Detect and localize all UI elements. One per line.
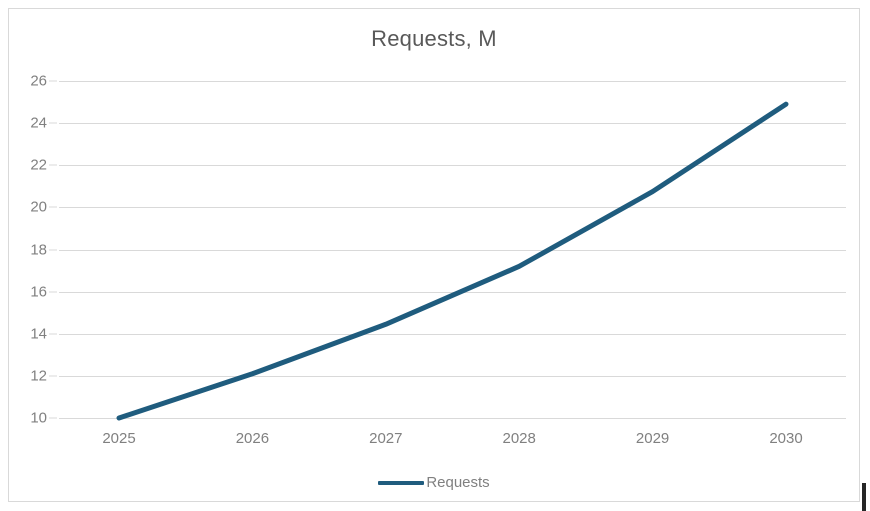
y-axis-tick-mark bbox=[49, 291, 57, 293]
y-axis-tick-label: 26 bbox=[30, 72, 47, 90]
series-polyline bbox=[116, 101, 789, 421]
x-axis-tick-label: 2030 bbox=[769, 430, 803, 447]
y-axis-tick-mark bbox=[49, 333, 57, 335]
y-axis-tick-label: 10 bbox=[30, 409, 47, 427]
chart-title: Requests, M bbox=[371, 26, 497, 51]
plot-area: 10 12 14 16 18 20 22 24 26 2025 2026 2027 2028 2029 2… bbox=[30, 73, 846, 447]
x-axis-tick-label: 2028 bbox=[502, 430, 536, 447]
y-axis-tick-mark bbox=[49, 249, 57, 250]
gridline bbox=[59, 375, 846, 377]
gridline bbox=[59, 207, 846, 209]
right-edge-strip bbox=[866, 0, 870, 511]
legend-line-swatch-icon bbox=[378, 480, 425, 485]
series-line-requests bbox=[116, 101, 789, 421]
gridline bbox=[59, 165, 846, 167]
x-axis-tick-label: 2025 bbox=[102, 430, 136, 447]
y-axis-tick-label: 24 bbox=[30, 114, 47, 132]
gridline bbox=[59, 81, 846, 82]
y-axis-tick-label: 20 bbox=[30, 198, 47, 216]
gridline bbox=[59, 123, 846, 125]
chart-frame: Requests, M 10 12 14 16 18 20 22 24 26 2025 2026 2… bbox=[8, 8, 860, 502]
y-axis-tick-label: 22 bbox=[30, 156, 47, 174]
chart-legend: Requests bbox=[9, 474, 859, 491]
legend-label: Requests bbox=[426, 474, 490, 491]
gridline bbox=[59, 291, 846, 293]
gridline bbox=[59, 249, 846, 251]
y-axis-tick-label: 18 bbox=[30, 241, 47, 258]
y-axis-tick-mark bbox=[49, 164, 57, 166]
y-axis-tick-label: 16 bbox=[30, 283, 47, 301]
x-axis-tick-label: 2029 bbox=[635, 430, 670, 447]
scrollbar-handle[interactable] bbox=[862, 483, 866, 511]
x-axis-tick-label: 2027 bbox=[369, 430, 403, 447]
y-axis-tick-label: 12 bbox=[30, 367, 47, 385]
legend-item[interactable]: Requests bbox=[378, 474, 490, 491]
y-axis-tick-mark bbox=[49, 417, 57, 419]
y-axis-tick-mark bbox=[49, 122, 57, 124]
x-axis-tick-label: 2026 bbox=[235, 430, 270, 447]
y-axis-tick-mark bbox=[49, 80, 57, 82]
y-axis-tick-mark bbox=[49, 375, 57, 377]
gridline bbox=[59, 333, 846, 335]
y-axis-tick-mark bbox=[49, 206, 57, 208]
y-axis-tick-label: 14 bbox=[30, 325, 47, 343]
gridline bbox=[59, 418, 846, 419]
